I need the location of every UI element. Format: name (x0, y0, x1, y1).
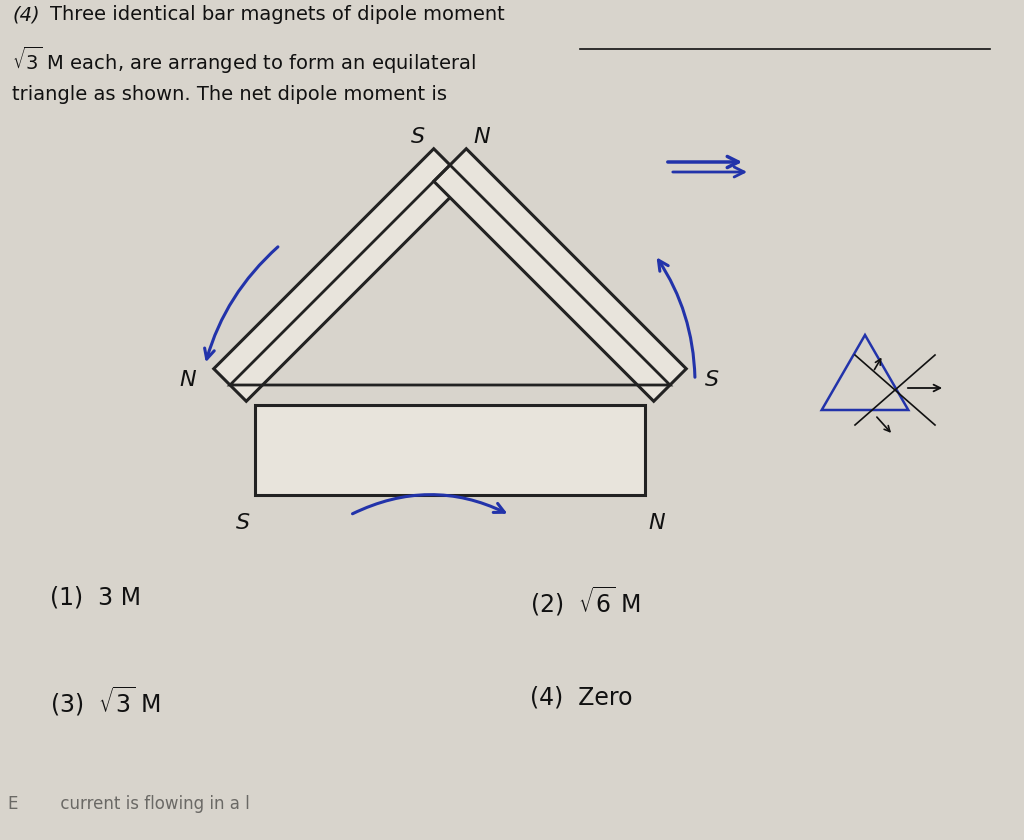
Text: (2)  $\sqrt{6}$ M: (2) $\sqrt{6}$ M (530, 585, 641, 618)
Text: (4): (4) (12, 5, 40, 24)
Text: N: N (648, 513, 666, 533)
Text: E        current is flowing in a l: E current is flowing in a l (8, 795, 250, 813)
Text: $\sqrt{3}$ M each, are arranged to form an equilateral: $\sqrt{3}$ M each, are arranged to form … (12, 45, 476, 76)
Polygon shape (255, 405, 645, 495)
Polygon shape (434, 149, 686, 402)
Text: triangle as shown. The net dipole moment is: triangle as shown. The net dipole moment… (12, 85, 447, 104)
Text: S: S (705, 370, 719, 390)
Text: (1)  3 M: (1) 3 M (50, 585, 141, 609)
Text: N: N (474, 127, 490, 147)
Text: (4)  Zero: (4) Zero (530, 685, 633, 709)
Text: S: S (411, 127, 425, 147)
Text: S: S (236, 513, 250, 533)
Polygon shape (214, 149, 466, 402)
Text: N: N (179, 370, 197, 390)
Text: (3)  $\sqrt{3}$ M: (3) $\sqrt{3}$ M (50, 685, 161, 718)
Text: Three identical bar magnets of dipole moment: Three identical bar magnets of dipole mo… (50, 5, 505, 24)
